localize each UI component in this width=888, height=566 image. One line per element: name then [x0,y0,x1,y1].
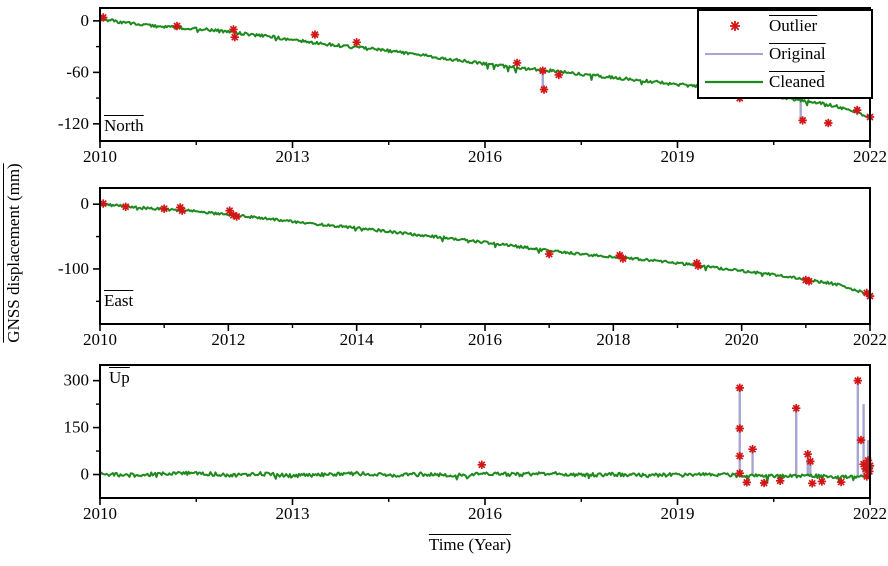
svg-text:2016: 2016 [468,330,502,349]
svg-text:2013: 2013 [276,147,310,166]
svg-text:300: 300 [64,371,90,390]
svg-text:0: 0 [81,11,90,30]
legend-box: Outlier Original Cleaned [697,9,873,99]
svg-text:150: 150 [64,418,90,437]
svg-text:2020: 2020 [725,330,759,349]
cleaned-line-icon [701,72,767,92]
svg-text:2010: 2010 [83,330,117,349]
legend-label: Outlier [769,16,818,35]
svg-text:2016: 2016 [468,504,502,523]
svg-text:2016: 2016 [468,147,502,166]
svg-text:2018: 2018 [596,330,630,349]
legend-item-original: Original [701,40,869,68]
svg-text:2014: 2014 [340,330,375,349]
svg-text:2019: 2019 [661,147,695,166]
legend-item-cleaned: Cleaned [701,68,869,96]
legend-label: Original [769,44,826,63]
svg-text:2013: 2013 [276,504,310,523]
svg-text:2012: 2012 [211,330,245,349]
svg-text:-120: -120 [58,114,89,133]
y-axis-title: GNSS displacement (mm) [4,163,23,343]
svg-text:2022: 2022 [853,147,887,166]
svg-text:2019: 2019 [661,504,695,523]
legend-item-outlier: Outlier [701,12,869,40]
svg-text:0: 0 [81,194,90,213]
svg-text:-100: -100 [58,259,89,278]
panel-label-north: North [104,116,144,135]
svg-text:-60: -60 [66,62,89,81]
svg-text:0: 0 [81,465,90,484]
panel-label-up: Up [109,368,130,387]
x-axis-title: Time (Year) [428,535,512,554]
panel-label-east: East [104,291,134,310]
svg-text:2022: 2022 [853,504,887,523]
svg-text:2010: 2010 [83,504,117,523]
legend-label: Cleaned [769,72,825,91]
svg-text:2022: 2022 [853,330,887,349]
outlier-star-icon [701,16,767,36]
original-line-icon [701,44,767,64]
svg-text:2010: 2010 [83,147,117,166]
